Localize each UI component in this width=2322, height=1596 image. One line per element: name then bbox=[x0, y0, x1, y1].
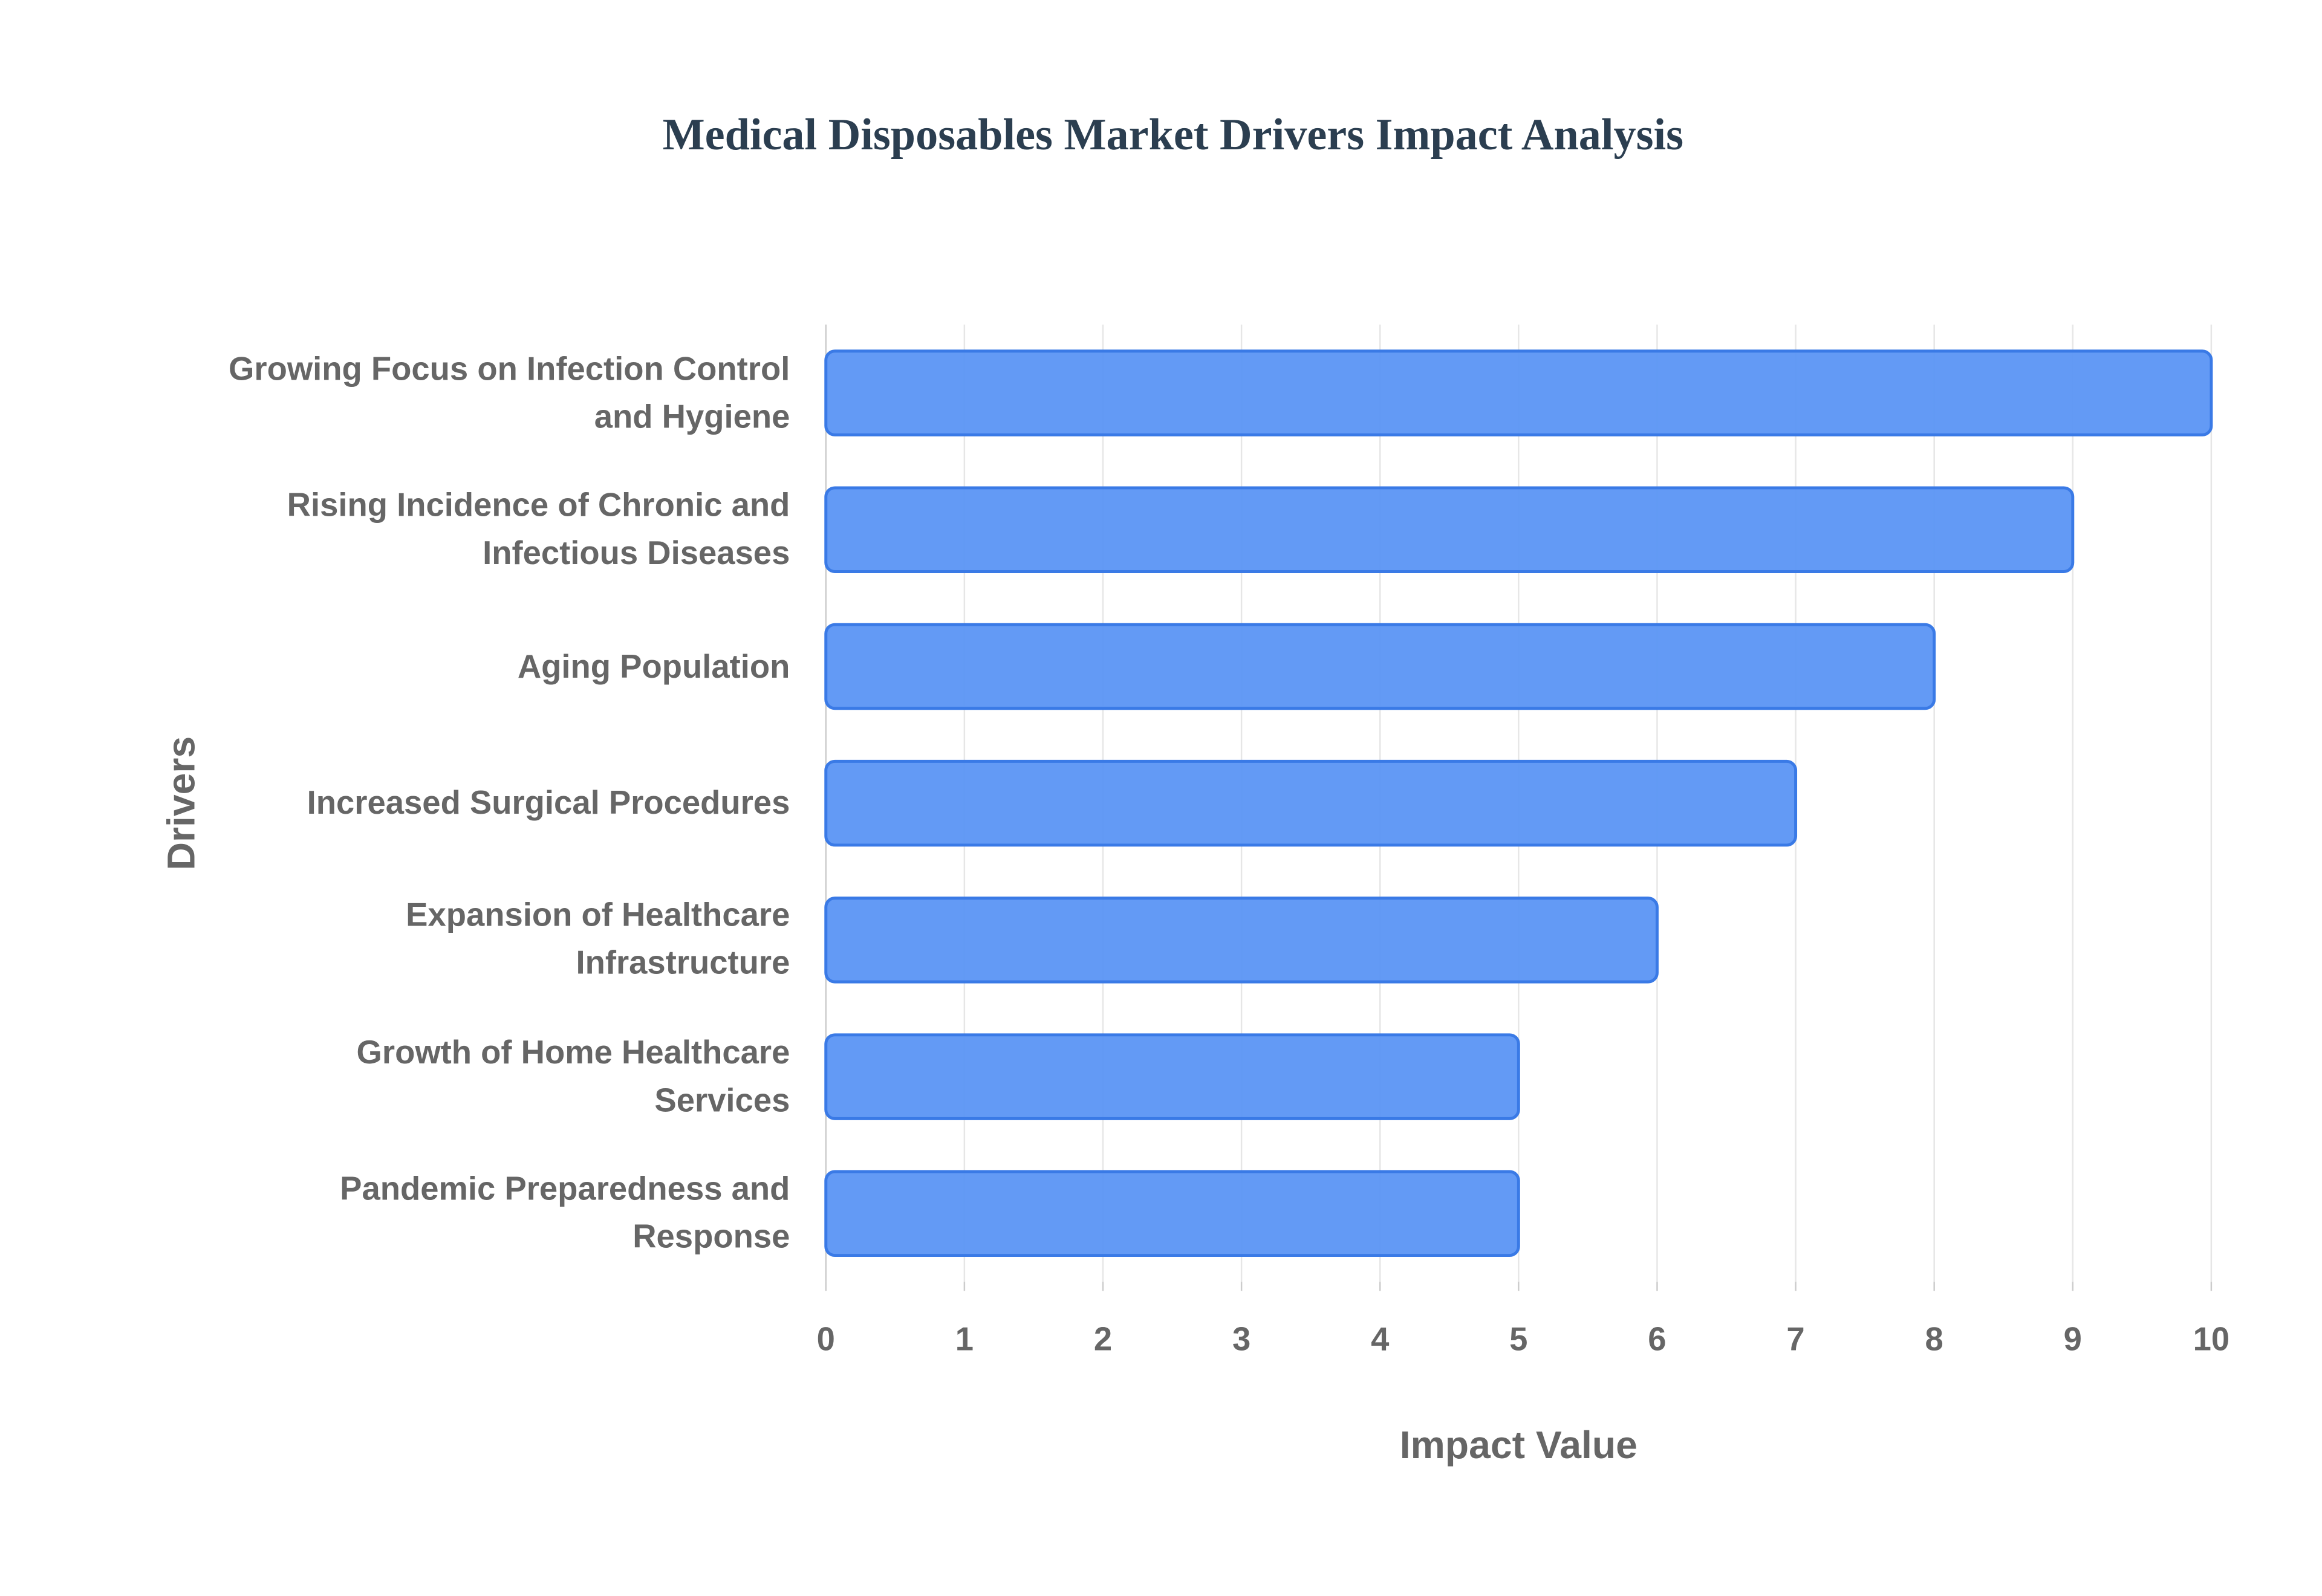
chart-title: Medical Disposables Market Drivers Impac… bbox=[663, 110, 1683, 160]
y-axis-title: Drivers bbox=[159, 736, 203, 871]
y-tick-label-box: Growing Focus on Infection Control and H… bbox=[229, 349, 790, 435]
x-tick-label: 0 bbox=[817, 1321, 835, 1358]
y-tick-label-box: Increased Surgical Procedures bbox=[307, 783, 790, 822]
x-tick-label: 5 bbox=[1509, 1321, 1527, 1358]
x-tick-label: 4 bbox=[1371, 1321, 1389, 1358]
y-tick-label: Rising Incidence of Chronic and Infectio… bbox=[287, 486, 790, 572]
x-axis-title: Impact Value bbox=[1400, 1423, 1637, 1467]
bar bbox=[824, 486, 2075, 573]
x-tick-label: 8 bbox=[1925, 1321, 1943, 1358]
y-tick-label-box: Pandemic Preparedness and Response bbox=[340, 1170, 790, 1256]
y-tick-label-box: Aging Population bbox=[517, 647, 790, 685]
y-tick-label: Increased Surgical Procedures bbox=[307, 783, 790, 822]
y-tick-label: Expansion of Healthcare Infrastructure bbox=[406, 897, 790, 982]
bar bbox=[824, 623, 1936, 710]
bar bbox=[824, 1033, 1520, 1120]
x-tick-label: 1 bbox=[955, 1321, 974, 1358]
x-tick-label: 6 bbox=[1648, 1321, 1666, 1358]
x-tick-label: 3 bbox=[1232, 1321, 1250, 1358]
bar bbox=[824, 759, 1798, 847]
y-tick-label-box: Growth of Home Healthcare Services bbox=[356, 1033, 790, 1119]
x-tick-label: 10 bbox=[2193, 1321, 2230, 1358]
bar bbox=[824, 349, 2213, 436]
y-tick-label: Pandemic Preparedness and Response bbox=[340, 1170, 790, 1256]
x-tick-label: 7 bbox=[1786, 1321, 1804, 1358]
bar bbox=[824, 1170, 1520, 1257]
y-tick-label-box: Rising Incidence of Chronic and Infectio… bbox=[287, 486, 790, 572]
y-tick-label: Growing Focus on Infection Control and H… bbox=[229, 349, 790, 435]
y-tick-label-box: Expansion of Healthcare Infrastructure bbox=[406, 897, 790, 982]
bar bbox=[824, 897, 1659, 984]
y-tick-label: Aging Population bbox=[517, 647, 790, 685]
x-tick-label: 9 bbox=[2064, 1321, 2082, 1358]
y-tick-label: Growth of Home Healthcare Services bbox=[356, 1033, 790, 1119]
x-tick-label: 2 bbox=[1094, 1321, 1112, 1358]
